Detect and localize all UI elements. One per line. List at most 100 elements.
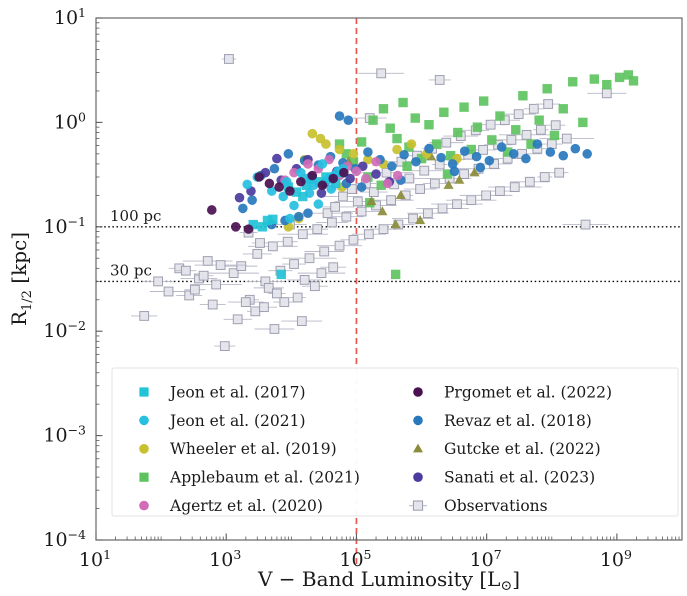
data-point (525, 177, 534, 186)
legend-item-left-3[interactable]: Applebaum et al. (2021) (139, 469, 359, 487)
data-point (558, 151, 568, 161)
data-point (435, 76, 444, 85)
data-point (283, 237, 292, 246)
data-point (393, 171, 403, 181)
data-point (353, 197, 362, 206)
data-point (207, 205, 217, 215)
data-point (320, 247, 329, 256)
data-point (154, 277, 163, 286)
data-point (216, 261, 225, 270)
legend-label: Observations (444, 497, 548, 515)
data-point (190, 285, 199, 294)
data-point (529, 104, 538, 113)
data-point (203, 257, 212, 266)
data-point (274, 182, 284, 192)
legend-marker (413, 472, 423, 482)
data-point (247, 195, 257, 205)
data-point (379, 225, 388, 234)
xtick-label-4: 109 (600, 547, 632, 571)
data-point (467, 196, 476, 205)
data-point (242, 180, 252, 190)
data-point (473, 122, 482, 131)
label-100pc: 100 pc (110, 207, 161, 225)
legend-label: Revaz et al. (2018) (444, 412, 592, 430)
legend-marker (139, 444, 149, 454)
data-point (405, 174, 414, 183)
xtick-label-0: 101 (79, 547, 111, 571)
data-point (578, 118, 587, 127)
data-point (544, 100, 553, 109)
y-axis-label: R1/2 [kpc] (7, 232, 35, 326)
data-point (629, 76, 638, 85)
data-point (442, 138, 451, 147)
data-point (371, 169, 381, 179)
data-point (237, 262, 246, 271)
x-axis-label: V − Band Luminosity [L⊙] (257, 567, 520, 594)
data-point (485, 156, 495, 166)
data-point (289, 201, 299, 211)
legend-label: Applebaum et al. (2021) (169, 469, 360, 487)
data-point (225, 55, 234, 64)
data-point (329, 263, 338, 272)
data-point (476, 163, 486, 173)
scatter-plot: 100 pc30 pc 101 103 105 107 10910110010−110−… (0, 0, 687, 596)
data-point (559, 104, 568, 113)
data-point (280, 298, 289, 307)
data-point (263, 216, 272, 225)
data-point (241, 298, 250, 307)
data-point (296, 177, 306, 187)
data-point (547, 140, 556, 149)
data-point (602, 80, 611, 89)
data-point (518, 91, 527, 100)
data-point (383, 179, 393, 189)
data-point (270, 325, 279, 334)
data-point (164, 287, 173, 296)
data-point (409, 214, 418, 223)
data-point (615, 73, 624, 82)
data-point (364, 230, 373, 239)
data-point (438, 204, 447, 213)
data-point (509, 149, 519, 159)
data-point (602, 89, 611, 98)
data-point (181, 266, 190, 275)
data-point (496, 187, 505, 196)
data-point (328, 174, 338, 184)
data-point (495, 111, 504, 120)
data-point (416, 185, 425, 194)
data-point (424, 144, 434, 154)
data-point (238, 204, 248, 214)
data-point (235, 193, 245, 203)
data-point (328, 218, 337, 227)
legend-marker (413, 387, 423, 397)
data-point (140, 312, 149, 321)
legend-label: Wheeler et al. (2019) (170, 440, 337, 458)
data-point (581, 220, 590, 229)
data-point (352, 167, 362, 177)
data-point (318, 180, 328, 190)
data-point (253, 250, 262, 259)
data-point (459, 102, 468, 111)
data-point (411, 113, 420, 122)
data-point (321, 139, 331, 149)
data-point (536, 125, 545, 134)
data-point (555, 168, 564, 177)
legend-label: Prgomet et al. (2022) (444, 383, 612, 401)
data-point (305, 188, 315, 198)
legend-item-right-0[interactable]: Prgomet et al. (2022) (413, 383, 612, 401)
legend-marker (413, 501, 422, 510)
data-point (264, 283, 273, 292)
data-point (371, 157, 381, 167)
data-point (277, 270, 286, 279)
ytick-label-2: 10−1 (43, 214, 86, 238)
legend: Jeon et al. (2017)Jeon et al. (2021)Whee… (112, 368, 678, 516)
data-point (293, 293, 302, 302)
ytick-label-0: 101 (54, 5, 86, 29)
data-point (290, 260, 299, 269)
data-point (212, 280, 221, 289)
data-point (285, 214, 295, 224)
data-point (386, 123, 395, 132)
data-point (318, 159, 328, 169)
data-point (399, 150, 409, 160)
data-point (534, 115, 543, 124)
legend-marker (139, 416, 149, 426)
